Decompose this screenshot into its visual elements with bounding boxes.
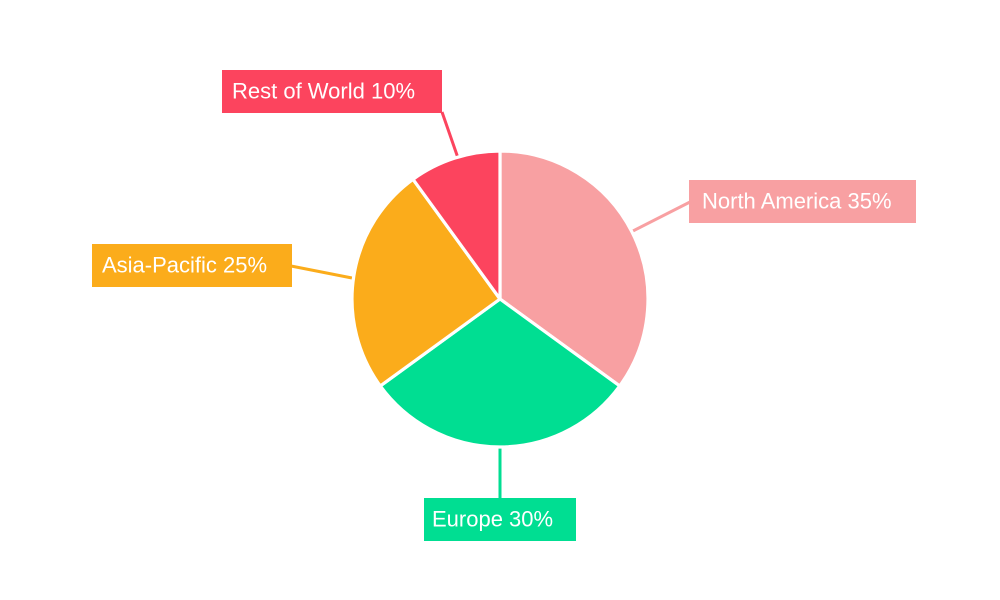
leader-line-rest-of-world — [440, 111, 460, 159]
pie-label-north-america[interactable]: North America 35% — [689, 180, 916, 223]
pie-label-rest-of-world-bg — [222, 70, 442, 113]
leader-line-north-america — [632, 200, 691, 233]
pie-label-europe[interactable]: Europe 30% — [424, 498, 576, 541]
pie-label-rest-of-world-text: Rest of World 10% — [232, 78, 415, 103]
pie-label-asia-pacific[interactable]: Asia-Pacific 25% — [92, 244, 292, 287]
pie-label-north-america-bg — [689, 180, 916, 223]
pie-slice-north-america[interactable] — [498, 149, 650, 388]
pie-label-europe-bg — [424, 498, 576, 541]
leader-line-asia-pacific — [290, 264, 353, 280]
pie-slice-rest-of-world[interactable] — [411, 149, 502, 301]
pie-label-europe-text: Europe 30% — [432, 506, 553, 531]
pie-label-asia-pacific-bg — [92, 244, 292, 287]
pie-label-north-america-text: North America 35% — [702, 188, 892, 213]
pie-label-asia-pacific-text: Asia-Pacific 25% — [102, 252, 267, 277]
pie-label-rest-of-world[interactable]: Rest of World 10% — [222, 70, 442, 113]
pie-slice-europe[interactable] — [378, 297, 622, 449]
pie-slice-asia-pacific[interactable] — [350, 177, 502, 388]
